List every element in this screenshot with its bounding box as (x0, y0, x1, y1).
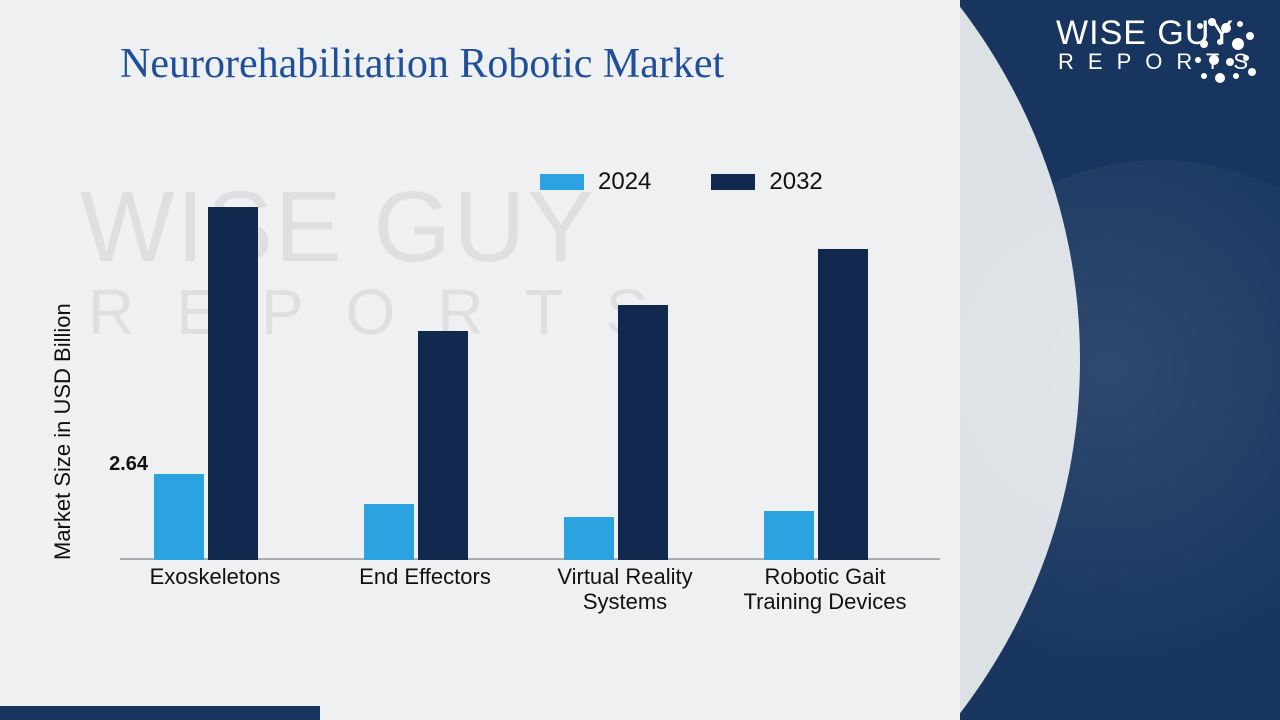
side-panel (960, 0, 1280, 720)
x-category-label: Exoskeletons (130, 564, 300, 589)
x-category-label: Virtual Reality Systems (540, 564, 710, 615)
legend-swatch-2024 (540, 174, 584, 190)
legend-label-2024: 2024 (598, 168, 651, 196)
legend-item-2032: 2032 (711, 168, 822, 196)
bar-2032 (208, 207, 258, 560)
infographic-stage: Neurorehabilitation Robotic Market WISE … (0, 0, 1280, 720)
x-category-label: Robotic Gait Training Devices (740, 564, 910, 615)
brand-line1: WISE GUY (1056, 14, 1262, 53)
legend-swatch-2032 (711, 174, 755, 190)
bar-2024 (764, 511, 814, 560)
footer-accent-bar (0, 706, 320, 720)
brand-line2: REPORTS (1056, 49, 1262, 75)
side-panel-glow (960, 160, 1280, 680)
legend-item-2024: 2024 (540, 168, 651, 196)
y-axis-label: Market Size in USD Billion (50, 303, 76, 560)
chart-title: Neurorehabilitation Robotic Market (120, 40, 724, 88)
legend: 2024 2032 (540, 168, 823, 196)
legend-label-2032: 2032 (769, 168, 822, 196)
bar-value-label: 2.64 (109, 453, 148, 476)
plot-area: 2.64 (120, 200, 940, 560)
bar-2024 (564, 517, 614, 560)
bar-2032 (418, 331, 468, 560)
bar-2032 (818, 249, 868, 560)
bar-2024 (364, 504, 414, 560)
bar-2024 (154, 474, 204, 560)
x-category-label: End Effectors (340, 564, 510, 589)
bar-2032 (618, 305, 668, 560)
brand-logo: WISE GUY REPORTS (1056, 14, 1262, 75)
content-area: Neurorehabilitation Robotic Market WISE … (0, 0, 960, 720)
